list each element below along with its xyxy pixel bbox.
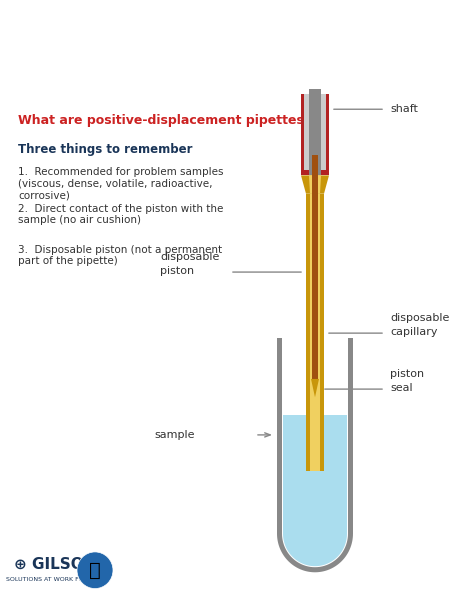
Text: Three things to remember: Three things to remember (18, 143, 192, 156)
Bar (283, 414, 347, 534)
Text: piston
seal: piston seal (390, 370, 424, 392)
Text: What are positive-displacement pipettes?: What are positive-displacement pipettes? (18, 115, 311, 128)
Text: ⊕ GILSON: ⊕ GILSON (14, 557, 96, 572)
Text: 2.  Direct contact of the piston with the
sample (no air cushion): 2. Direct contact of the piston with the… (18, 204, 223, 226)
FancyBboxPatch shape (309, 84, 321, 175)
Text: disposable
piston: disposable piston (160, 253, 219, 275)
Text: 1.  Recommended for problem samples
(viscous, dense, volatile, radioactive,
corr: 1. Recommended for problem samples (visc… (18, 167, 224, 200)
Polygon shape (309, 175, 321, 194)
Bar (277, 338, 282, 534)
Bar (312, 155, 318, 379)
Polygon shape (277, 534, 353, 573)
Text: sample: sample (155, 430, 195, 440)
Bar (348, 338, 353, 534)
Polygon shape (301, 175, 329, 194)
Polygon shape (311, 379, 319, 397)
Text: 🌍: 🌍 (89, 561, 101, 580)
FancyBboxPatch shape (301, 94, 329, 175)
Bar (310, 194, 320, 471)
Polygon shape (283, 534, 347, 566)
Bar (282, 338, 348, 534)
Bar (320, 194, 324, 471)
Text: shaft: shaft (390, 104, 418, 114)
Text: SOLUTIONS AT WORK FOR YOU: SOLUTIONS AT WORK FOR YOU (7, 577, 103, 582)
Text: disposable
capillary: disposable capillary (390, 313, 449, 337)
Circle shape (77, 552, 113, 588)
Text: The working principle of positive-
displacement pipettes: The working principle of positive- displ… (24, 31, 365, 72)
Text: 3.  Disposable piston (not a permanent
part of the pipette): 3. Disposable piston (not a permanent pa… (18, 245, 222, 266)
Bar (306, 194, 310, 471)
FancyBboxPatch shape (304, 94, 326, 170)
